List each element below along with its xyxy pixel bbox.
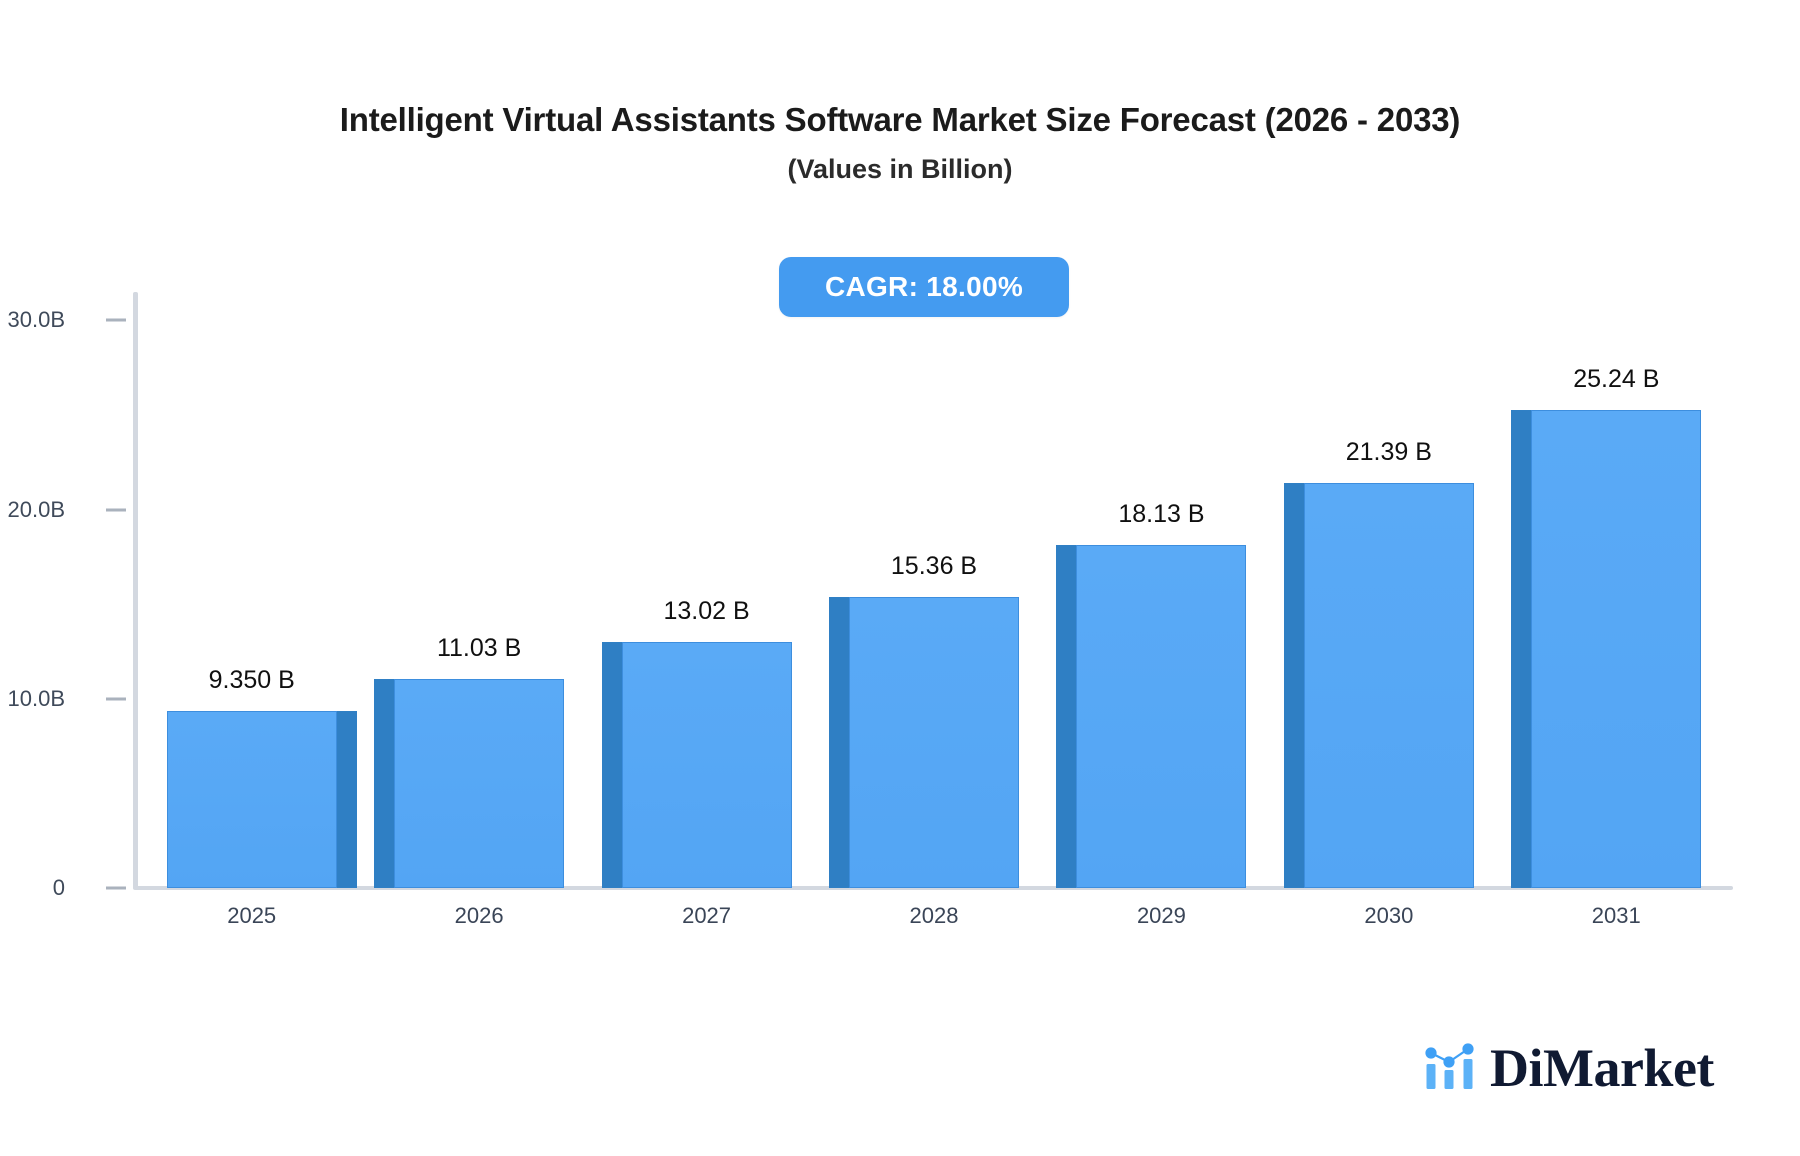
logo-wordmark: DiMarket	[1490, 1037, 1714, 1098]
bar	[1511, 410, 1702, 888]
y-tick-mark	[106, 697, 126, 701]
bar-value-label: 13.02 B	[663, 596, 750, 625]
x-tick-label: 2030	[1364, 903, 1414, 928]
bar-front-face	[1531, 410, 1702, 888]
title-block: Intelligent Virtual Assistants Software …	[0, 100, 1800, 185]
bar-side-face	[1283, 483, 1304, 888]
y-tick-mark	[106, 508, 126, 512]
bar	[166, 711, 357, 888]
x-tick-label: 2029	[1136, 903, 1186, 928]
bar-front-face	[621, 641, 792, 888]
dimarket-logo: DiMarket	[1424, 1040, 1714, 1095]
bar	[829, 597, 1019, 888]
bar-value-label: 25.24 B	[1573, 365, 1660, 394]
bar	[374, 679, 565, 888]
cagr-badge: CAGR: 18.00%	[779, 257, 1069, 317]
y-tick-mark	[106, 886, 126, 890]
bar-value-label: 9.350 B	[208, 666, 295, 695]
bar	[1283, 483, 1474, 888]
x-axis-line	[133, 886, 1733, 890]
bar-front-face	[1076, 544, 1247, 888]
bar-side-face	[336, 711, 357, 888]
y-tick-label: 30.0B	[7, 307, 66, 333]
bar-chart-icon	[1424, 1040, 1476, 1095]
bar-front-face	[394, 679, 565, 888]
cagr-badge-label: CAGR: 18.00%	[824, 271, 1024, 302]
x-tick-label: 2026	[454, 903, 504, 928]
chart-title: Intelligent Virtual Assistants Software …	[339, 101, 1461, 138]
bar-value-label: 18.13 B	[1118, 499, 1205, 528]
bar-side-face	[601, 641, 622, 888]
bar-side-face	[829, 597, 849, 888]
x-tick-label: 2031	[1591, 903, 1641, 928]
x-tick-label: 2028	[909, 903, 959, 928]
bar	[1056, 544, 1247, 888]
bar-side-face	[1056, 544, 1077, 888]
bar	[601, 641, 792, 888]
y-tick-label: 20.0B	[7, 496, 66, 522]
bar-value-label: 11.03 B	[436, 634, 522, 663]
y-tick-mark	[106, 318, 126, 322]
y-axis-line	[133, 292, 138, 889]
bar-side-face	[1511, 410, 1532, 888]
bar-side-face	[374, 679, 395, 888]
bar-value-label: 21.39 B	[1345, 438, 1432, 467]
chart-subtitle: (Values in Billion)	[787, 153, 1013, 184]
y-tick-label: 10.0B	[7, 685, 66, 711]
y-tick-label: 0	[52, 875, 65, 900]
x-tick-label: 2027	[682, 903, 732, 928]
bar-value-label: 15.36 B	[890, 552, 978, 581]
x-tick-label: 2025	[227, 903, 277, 928]
bar-front-face	[849, 597, 1019, 888]
bar-front-face	[166, 711, 337, 888]
bar-front-face	[1303, 483, 1474, 888]
